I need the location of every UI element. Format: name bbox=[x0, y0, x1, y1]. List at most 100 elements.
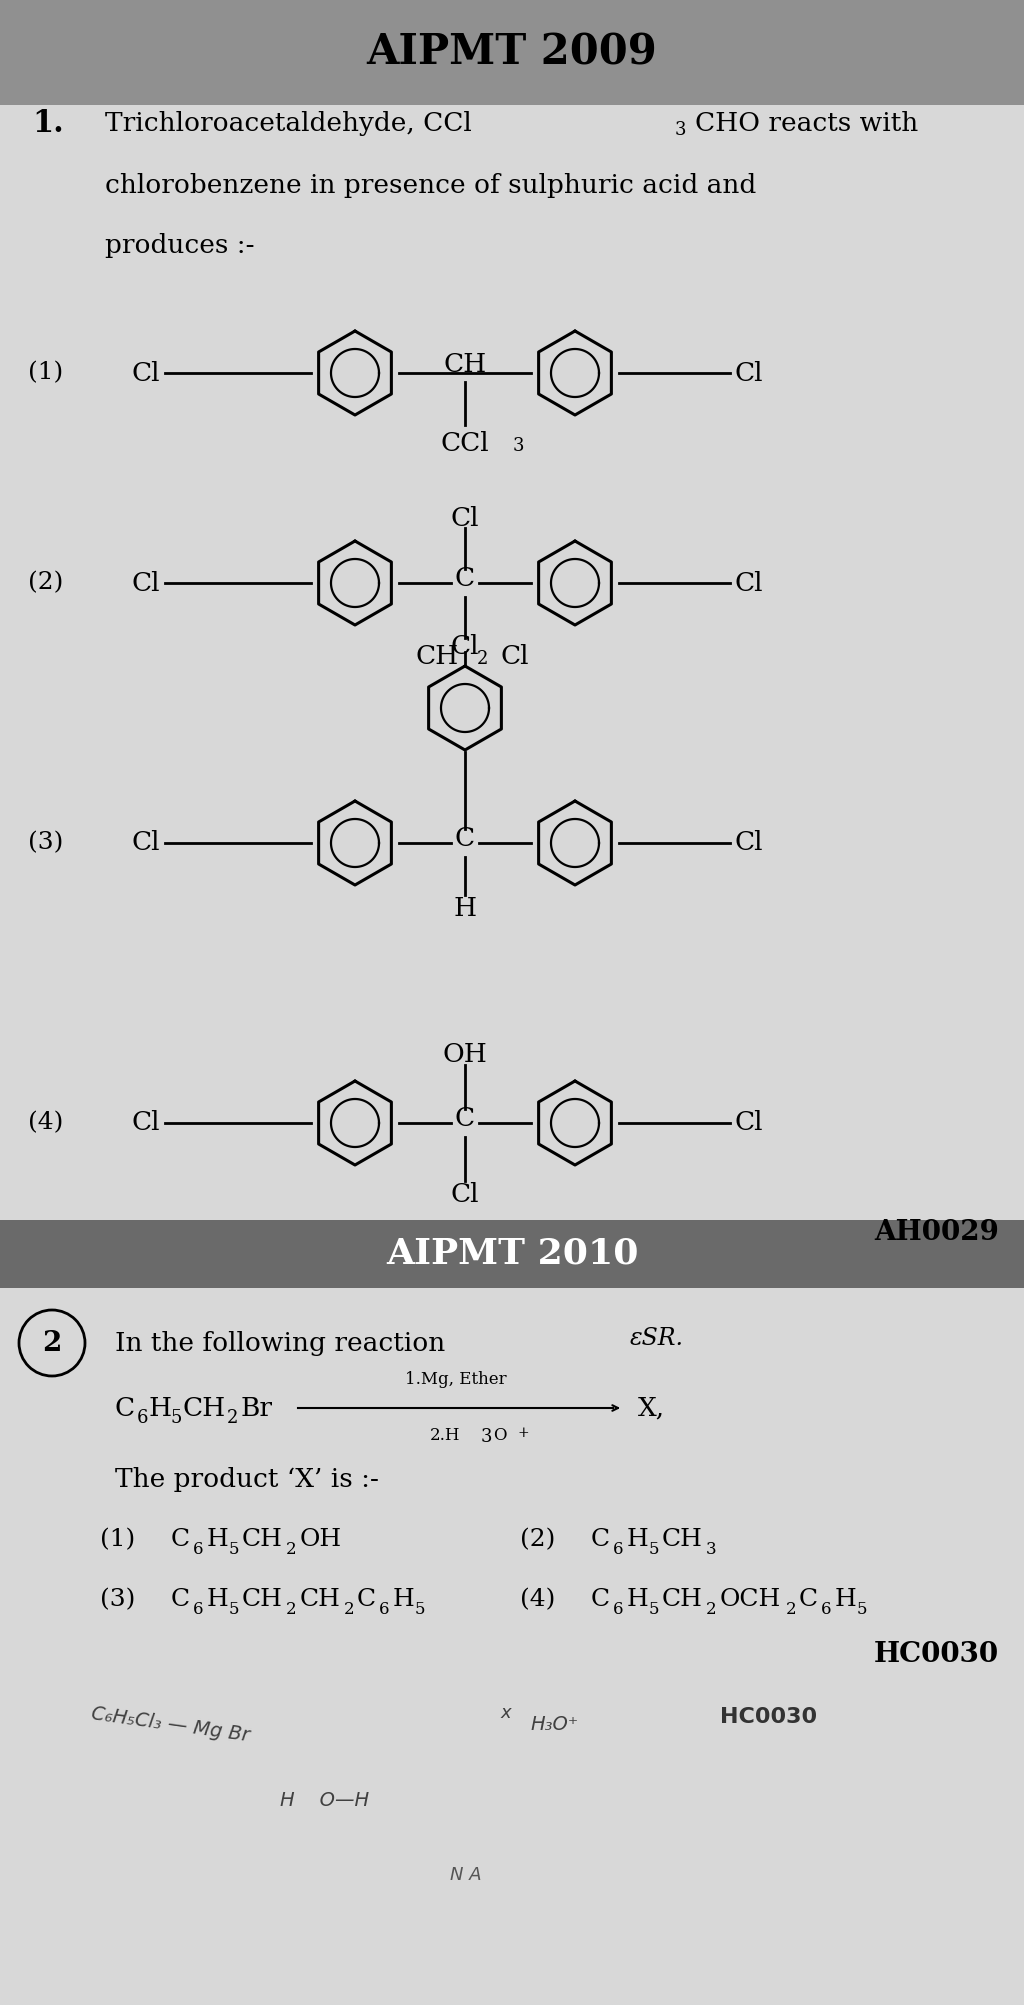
Text: C₆H₅Cl₃ — Mg Br: C₆H₅Cl₃ — Mg Br bbox=[90, 1704, 251, 1746]
Text: εSR.: εSR. bbox=[630, 1327, 684, 1349]
Text: 3: 3 bbox=[513, 437, 524, 455]
Text: HC0030: HC0030 bbox=[873, 1642, 999, 1668]
Text: CH: CH bbox=[662, 1528, 702, 1552]
Text: Cl: Cl bbox=[735, 571, 764, 595]
Text: C: C bbox=[591, 1588, 610, 1612]
Text: Br: Br bbox=[241, 1395, 273, 1420]
Text: H: H bbox=[454, 896, 476, 920]
Text: H    O—H: H O—H bbox=[280, 1790, 369, 1809]
Text: 6: 6 bbox=[137, 1410, 148, 1428]
Text: Cl: Cl bbox=[735, 361, 764, 385]
Text: CH: CH bbox=[299, 1588, 340, 1612]
Text: CCl: CCl bbox=[440, 431, 489, 455]
Text: H: H bbox=[207, 1528, 228, 1552]
Text: Cl: Cl bbox=[451, 634, 479, 658]
Text: CH: CH bbox=[443, 351, 486, 377]
Text: 2: 2 bbox=[286, 1542, 297, 1558]
Text: CH: CH bbox=[242, 1528, 283, 1552]
Text: 5: 5 bbox=[648, 1602, 659, 1618]
Text: 5: 5 bbox=[415, 1602, 425, 1618]
Text: C: C bbox=[115, 1395, 135, 1420]
Text: H: H bbox=[627, 1528, 648, 1552]
Text: produces :-: produces :- bbox=[105, 233, 255, 257]
Text: 3: 3 bbox=[675, 120, 686, 138]
Text: 3: 3 bbox=[706, 1542, 717, 1558]
Text: C: C bbox=[455, 565, 475, 591]
Text: OH: OH bbox=[442, 1043, 487, 1067]
Bar bbox=[0, 1219, 1024, 1287]
Text: AH0029: AH0029 bbox=[874, 1219, 999, 1247]
Text: O: O bbox=[494, 1426, 507, 1444]
Text: 6: 6 bbox=[613, 1542, 624, 1558]
Text: H₃O⁺: H₃O⁺ bbox=[530, 1716, 579, 1734]
Text: CH: CH bbox=[242, 1588, 283, 1612]
Text: CH: CH bbox=[183, 1395, 226, 1420]
Text: AIPMT 2009: AIPMT 2009 bbox=[367, 32, 657, 74]
Text: Cl: Cl bbox=[451, 1183, 479, 1207]
Text: 5: 5 bbox=[228, 1602, 239, 1618]
Text: CH: CH bbox=[416, 644, 459, 668]
Text: 1.Mg, Ether: 1.Mg, Ether bbox=[404, 1371, 506, 1389]
Text: (2): (2) bbox=[28, 571, 63, 595]
Text: C: C bbox=[799, 1588, 818, 1612]
Text: (1): (1) bbox=[28, 361, 63, 385]
Text: 6: 6 bbox=[193, 1542, 204, 1558]
Text: Cl: Cl bbox=[735, 830, 764, 856]
Text: C: C bbox=[357, 1588, 376, 1612]
Text: (3): (3) bbox=[28, 832, 63, 854]
Text: 2: 2 bbox=[706, 1602, 717, 1618]
Text: N A: N A bbox=[450, 1867, 481, 1885]
Text: X,: X, bbox=[638, 1395, 666, 1420]
Text: Cl: Cl bbox=[131, 1111, 160, 1135]
Text: Cl: Cl bbox=[500, 644, 528, 668]
Text: 5: 5 bbox=[228, 1542, 239, 1558]
Text: H: H bbox=[627, 1588, 648, 1612]
Text: (1): (1) bbox=[100, 1528, 135, 1552]
Text: 2: 2 bbox=[785, 1602, 796, 1618]
Text: 2: 2 bbox=[477, 650, 488, 668]
Bar bbox=[0, 0, 1024, 104]
Text: Cl: Cl bbox=[131, 830, 160, 856]
Text: Cl: Cl bbox=[131, 571, 160, 595]
Text: 2: 2 bbox=[343, 1602, 354, 1618]
Text: H: H bbox=[392, 1588, 415, 1612]
Text: C: C bbox=[171, 1588, 190, 1612]
Text: 3: 3 bbox=[480, 1428, 492, 1446]
Text: (3): (3) bbox=[100, 1588, 135, 1612]
Text: Cl: Cl bbox=[131, 361, 160, 385]
Text: CHO reacts with: CHO reacts with bbox=[695, 110, 919, 136]
Text: Cl: Cl bbox=[451, 505, 479, 531]
Text: 2: 2 bbox=[227, 1410, 239, 1428]
Text: AIPMT 2010: AIPMT 2010 bbox=[386, 1237, 638, 1271]
Text: 2: 2 bbox=[286, 1602, 297, 1618]
Text: 6: 6 bbox=[193, 1602, 204, 1618]
Text: 6: 6 bbox=[821, 1602, 831, 1618]
Text: 6: 6 bbox=[379, 1602, 389, 1618]
Text: (2): (2) bbox=[520, 1528, 555, 1552]
Text: H: H bbox=[150, 1395, 172, 1420]
Text: Cl: Cl bbox=[735, 1111, 764, 1135]
Text: C: C bbox=[591, 1528, 610, 1552]
Text: +: + bbox=[517, 1426, 529, 1440]
Text: H: H bbox=[207, 1588, 228, 1612]
Text: The product ‘X’ is :-: The product ‘X’ is :- bbox=[115, 1468, 379, 1492]
Text: OCH: OCH bbox=[720, 1588, 780, 1612]
Text: 6: 6 bbox=[613, 1602, 624, 1618]
Text: 5: 5 bbox=[648, 1542, 659, 1558]
Text: OH: OH bbox=[299, 1528, 342, 1552]
Text: 5: 5 bbox=[856, 1602, 867, 1618]
Text: HC0030: HC0030 bbox=[720, 1706, 817, 1726]
Text: C: C bbox=[455, 1105, 475, 1131]
Text: 2: 2 bbox=[42, 1329, 61, 1357]
Text: H: H bbox=[835, 1588, 856, 1612]
Text: Trichloroacetaldehyde, CCl: Trichloroacetaldehyde, CCl bbox=[105, 110, 472, 136]
Text: 5: 5 bbox=[171, 1410, 182, 1428]
Text: In the following reaction: In the following reaction bbox=[115, 1331, 445, 1355]
Text: chlorobenzene in presence of sulphuric acid and: chlorobenzene in presence of sulphuric a… bbox=[105, 172, 757, 198]
Text: 2.H: 2.H bbox=[430, 1426, 461, 1444]
Text: (4): (4) bbox=[28, 1111, 63, 1135]
Text: C: C bbox=[171, 1528, 190, 1552]
Text: C: C bbox=[455, 826, 475, 850]
Text: 1.: 1. bbox=[32, 108, 63, 138]
Text: CH: CH bbox=[662, 1588, 702, 1612]
